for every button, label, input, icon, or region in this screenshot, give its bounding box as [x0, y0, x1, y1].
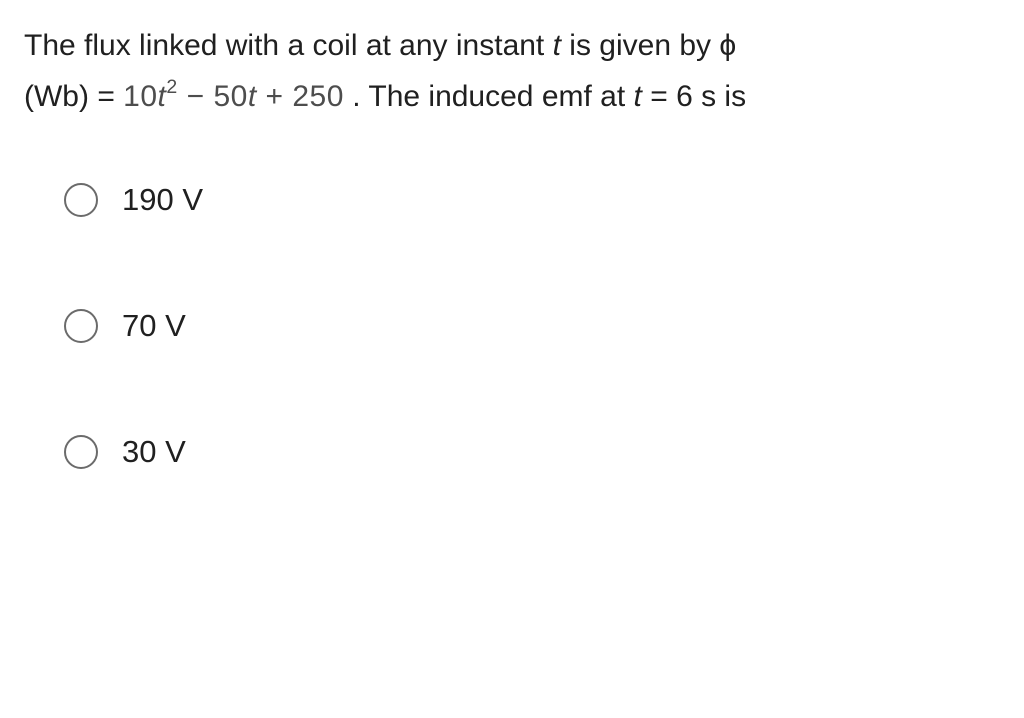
phi-symbol: ϕ	[719, 29, 736, 62]
option-label: 30 V	[122, 434, 186, 470]
question-line2-mid: . The induced emf at	[344, 80, 634, 113]
question-line1-suffix: is given by	[561, 29, 719, 62]
radio-icon[interactable]	[64, 435, 98, 469]
option-2[interactable]: 70 V	[64, 308, 1000, 344]
question-text: The flux linked with a coil at any insta…	[24, 20, 1000, 122]
options-group: 190 V 70 V 30 V	[24, 182, 1000, 470]
option-3[interactable]: 30 V	[64, 434, 1000, 470]
coeff1: 10	[123, 80, 157, 113]
var-t-eq: t	[634, 80, 642, 113]
radio-icon[interactable]	[64, 309, 98, 343]
formula-exp: 2	[166, 76, 177, 98]
eq-value: = 6 s is	[642, 80, 746, 113]
option-label: 190 V	[122, 182, 203, 218]
radio-icon[interactable]	[64, 183, 98, 217]
var-t: t	[553, 29, 561, 62]
option-1[interactable]: 190 V	[64, 182, 1000, 218]
formula: 10t2 − 50t + 250	[123, 80, 344, 113]
formula-t2: t	[248, 80, 257, 113]
formula-plus: + 250	[257, 80, 344, 113]
option-label: 70 V	[122, 308, 186, 344]
question-line1-prefix: The flux linked with a coil at any insta…	[24, 29, 553, 62]
formula-minus: − 50	[178, 80, 248, 113]
question-line2-prefix: (Wb) =	[24, 80, 123, 113]
